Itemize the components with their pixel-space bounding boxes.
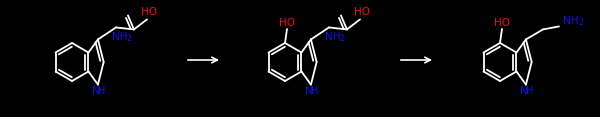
Text: HO: HO (279, 18, 295, 28)
Text: H: H (98, 86, 106, 96)
Text: 2: 2 (578, 18, 583, 27)
Text: N: N (520, 86, 528, 96)
Text: NH: NH (563, 16, 578, 26)
Text: HO: HO (354, 7, 370, 17)
Text: H: H (311, 86, 319, 96)
Text: NH: NH (112, 32, 128, 42)
Text: N: N (305, 86, 313, 96)
Text: HO: HO (494, 18, 510, 28)
Text: N: N (92, 86, 100, 96)
Text: 2: 2 (340, 34, 344, 43)
Text: NH: NH (325, 32, 341, 42)
Text: HO: HO (141, 7, 157, 17)
Text: 2: 2 (127, 34, 131, 43)
Text: H: H (526, 86, 533, 96)
